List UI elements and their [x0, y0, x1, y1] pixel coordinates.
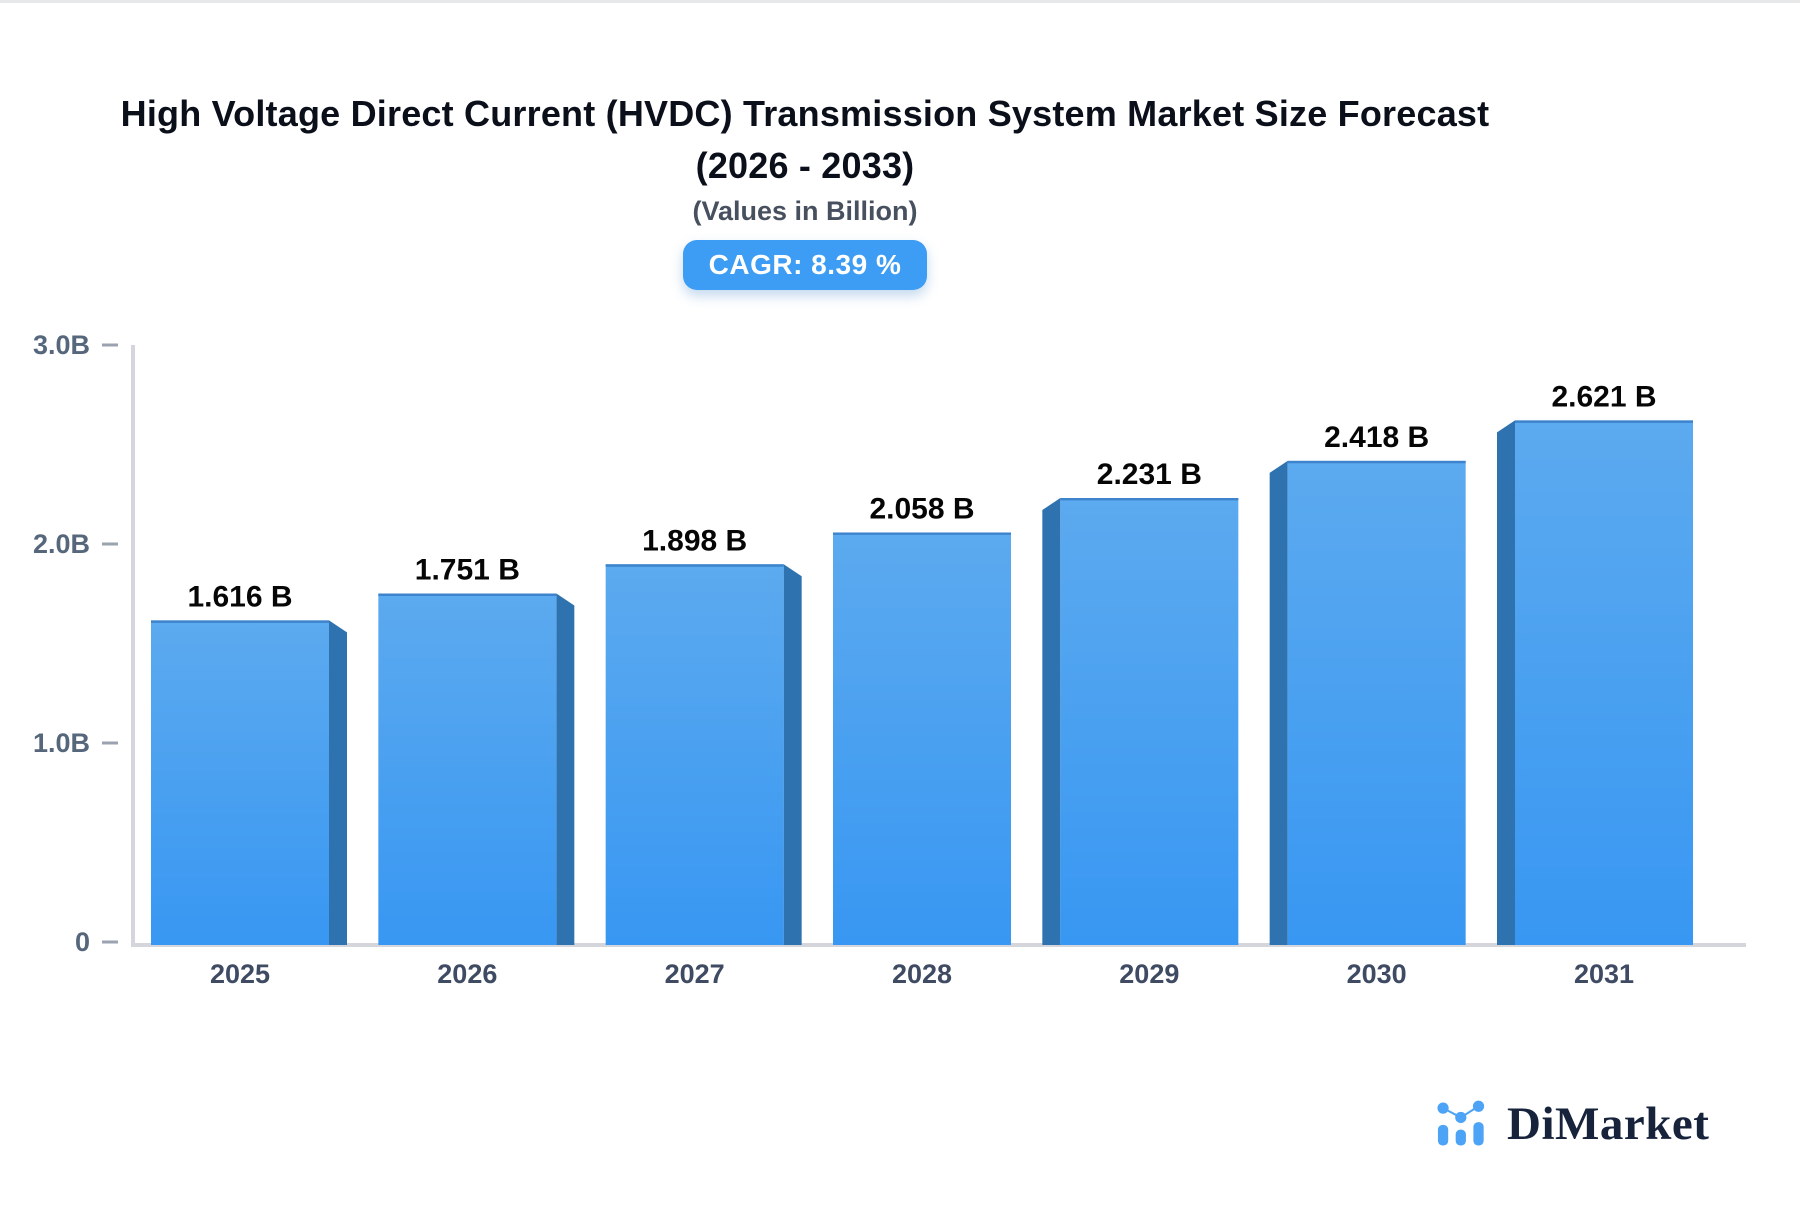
bar-value-label: 2.058 B	[869, 492, 974, 525]
bar-2030	[1287, 460, 1466, 945]
bar-side-face	[1042, 498, 1061, 945]
y-axis-label: 3.0B	[33, 330, 90, 360]
bar-2025	[151, 620, 329, 945]
bar-value-label: 1.898 B	[642, 524, 747, 557]
x-axis-label: 2028	[892, 959, 952, 989]
bar-value-label: 2.621 B	[1551, 380, 1656, 413]
chart-title-line2: (2026 - 2033)	[695, 145, 915, 186]
bar-2027	[605, 564, 784, 945]
x-axis-label: 2026	[437, 959, 497, 989]
bar-line-chart-icon	[1437, 1100, 1485, 1146]
bar-value-label: 1.616 B	[187, 580, 292, 613]
card-top-border	[0, 0, 1800, 3]
bar-2031	[1514, 420, 1693, 945]
bar-2028	[832, 532, 1011, 945]
cagr-badge: CAGR: 8.39 %	[682, 240, 928, 290]
chart-title-line1: High Voltage Direct Current (HVDC) Trans…	[120, 93, 1490, 134]
y-axis-label: 2.0B	[33, 529, 90, 559]
bar-2029	[1060, 498, 1239, 945]
x-axis-label: 2030	[1347, 959, 1407, 989]
bar-side-face	[556, 593, 575, 945]
bar-value-label: 1.751 B	[415, 554, 520, 587]
y-axis-label: 1.0B	[33, 728, 90, 758]
bar-value-label: 2.231 B	[1097, 458, 1202, 491]
brand-logo: DiMarket	[1437, 1100, 1709, 1148]
x-axis-label: 2031	[1574, 959, 1634, 989]
brand-name: DiMarket	[1507, 1098, 1710, 1150]
bar-side-face	[783, 564, 802, 945]
bar-side-face	[329, 620, 347, 945]
bar-value-label: 2.418 B	[1324, 421, 1429, 454]
chart-subtitle: (Values in Billion)	[692, 196, 918, 226]
y-axis-label: 0	[75, 927, 90, 957]
x-axis-label: 2029	[1119, 959, 1179, 989]
x-axis-label: 2027	[665, 959, 725, 989]
bar-2026	[378, 593, 557, 945]
bar-side-face	[1269, 460, 1288, 945]
bar-side-face	[1496, 420, 1515, 945]
x-axis-label: 2025	[210, 959, 270, 989]
chart-header: High Voltage Direct Current (HVDC) Trans…	[0, 88, 1610, 290]
